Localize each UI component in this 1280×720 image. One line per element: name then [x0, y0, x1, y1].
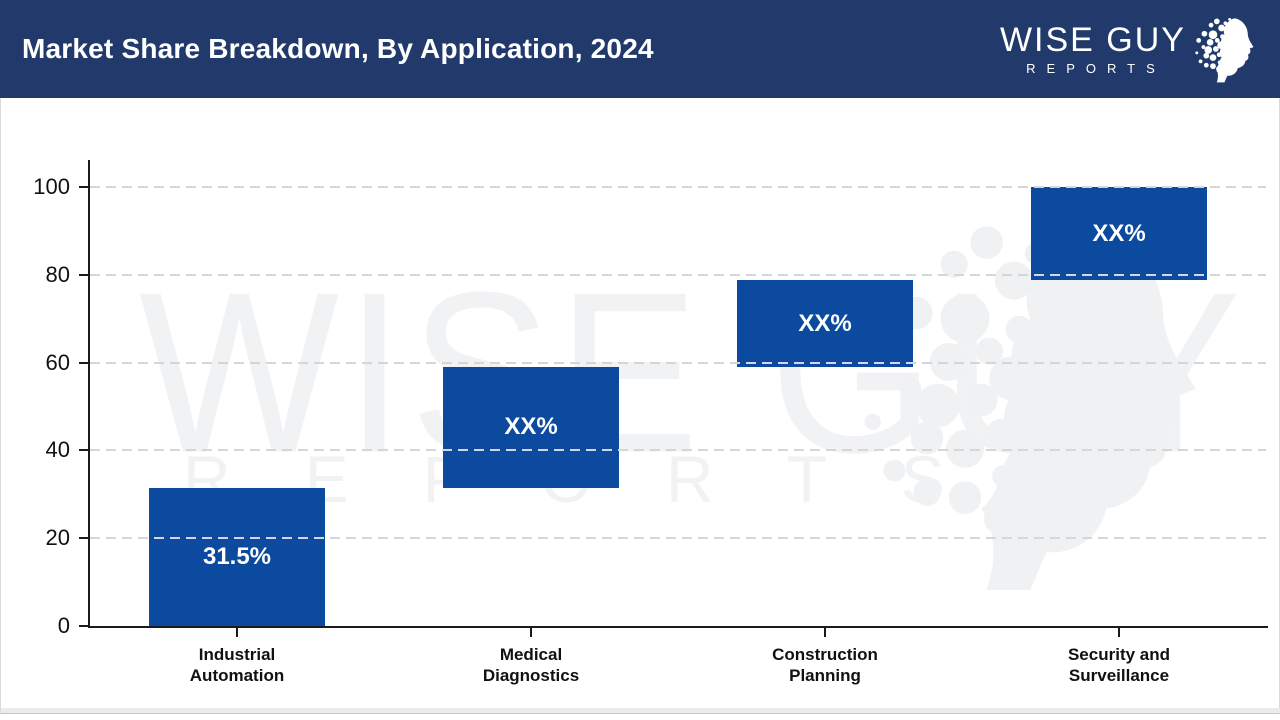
bar-value-label-construction-planning: XX% — [798, 309, 852, 337]
category-label-security-and-surveillance: Security and Surveillance — [1067, 645, 1171, 685]
bar-value-label-security-and-surveillance: XX% — [1092, 219, 1146, 247]
x-tick-medical-diagnostics — [530, 628, 532, 637]
x-axis-line — [88, 626, 1268, 628]
y-tick-label-0: 0 — [57, 613, 70, 638]
chart-area: WISE GUY REPORTS 02040608010031.5%Indust… — [0, 98, 1280, 714]
bar-construction-planning — [737, 280, 913, 367]
y-tick-100 — [79, 186, 88, 188]
chart-title: Market Share Breakdown, By Application, … — [22, 33, 654, 64]
y-axis-line — [88, 160, 90, 628]
gridline-y40 — [90, 449, 1266, 452]
bar-medical-diagnostics — [443, 366, 619, 488]
y-tick-label-60: 60 — [45, 349, 70, 375]
category-label-construction-planning: Construction Planning — [772, 645, 878, 685]
category-label-industrial-automation: Industrial Automation — [189, 645, 285, 685]
y-tick-label-40: 40 — [45, 437, 70, 463]
wiseguy-logo: WISE GUY REPORTS — [1000, 11, 1254, 87]
y-tick-0 — [79, 625, 88, 627]
x-tick-security-and-surveillance — [1118, 628, 1120, 637]
plot-area: 0 20 40 60 80 100 31.5% Industrial Automation XX%… — [33, 160, 1268, 685]
x-tick-industrial-automation — [236, 628, 238, 637]
y-tick-20 — [79, 537, 88, 540]
y-tick-80 — [79, 273, 88, 276]
wiseguy-face-icon — [1192, 11, 1254, 87]
gridline-y60 — [90, 361, 1266, 364]
gridline-y20 — [90, 537, 1266, 540]
logo-subtext: REPORTS — [1026, 60, 1166, 76]
bar-security-and-surveillance — [1031, 187, 1207, 281]
y-tick-label-100: 100 — [33, 174, 70, 199]
bar-value-label-medical-diagnostics: XX% — [504, 413, 558, 441]
gridline-y80 — [90, 273, 1266, 276]
bar-industrial-automation — [149, 487, 325, 626]
header-bar: Market Share Breakdown, By Application, … — [0, 0, 1280, 98]
gridline-y100 — [90, 186, 1266, 188]
bottom-divider — [1, 708, 1280, 713]
x-tick-construction-planning — [824, 628, 826, 637]
y-tick-label-80: 80 — [45, 261, 70, 287]
y-tick-40 — [79, 449, 88, 452]
bar-value-label-industrial-automation: 31.5% — [202, 542, 272, 570]
logo-wordmark: WISE GUY — [999, 20, 1186, 59]
y-tick-label-20: 20 — [45, 525, 70, 551]
category-label-medical-diagnostics: Medical Diagnostics — [482, 645, 580, 685]
wiseguy-logo-text: WISE GUY REPORTS — [1000, 23, 1186, 76]
y-tick-60 — [79, 361, 88, 364]
